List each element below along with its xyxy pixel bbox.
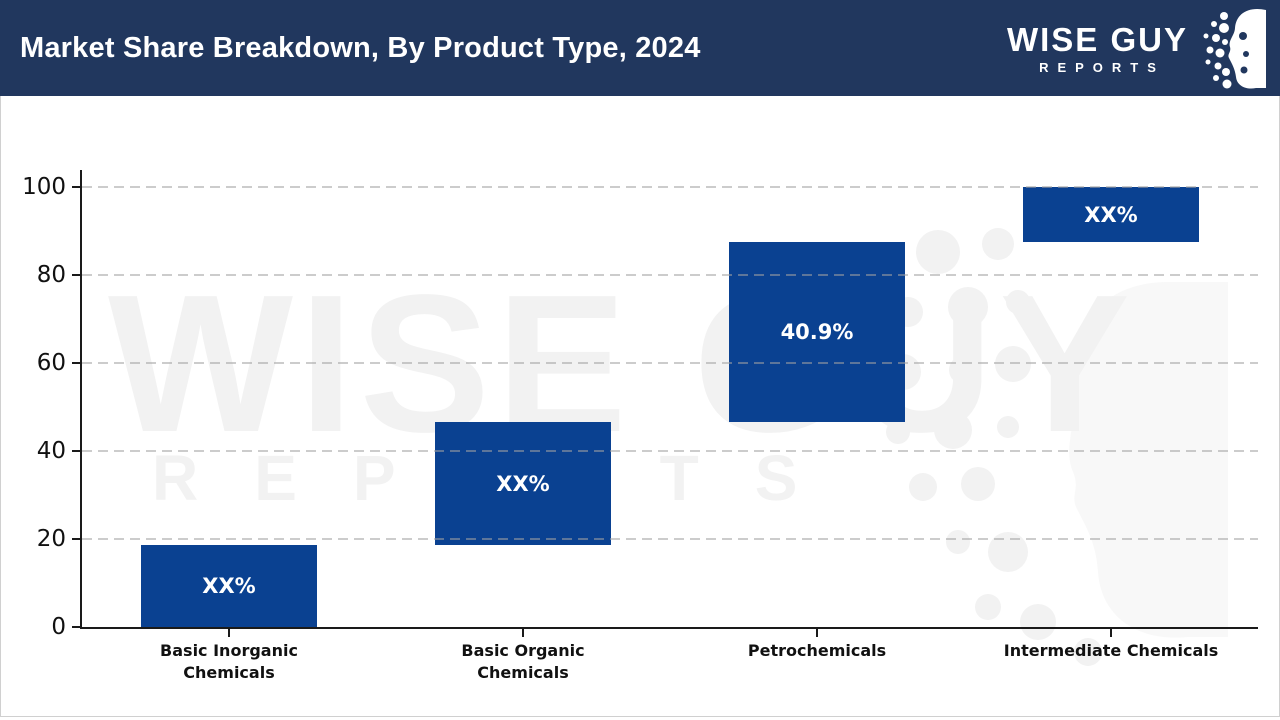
bar-value-label: XX% xyxy=(1084,202,1138,227)
y-tick-mark xyxy=(72,362,81,364)
bar-value-label: XX% xyxy=(202,574,256,599)
y-tick-mark xyxy=(72,186,81,188)
x-category-label: Basic Inorganic Chemicals xyxy=(160,641,298,682)
brand-name: WISE GUY xyxy=(1006,20,1188,58)
x-category-label: Intermediate Chemicals xyxy=(1003,641,1219,660)
x-axis-line xyxy=(80,627,1258,629)
y-tick-label: 100 xyxy=(22,174,66,200)
y-tick-mark xyxy=(72,626,81,628)
gridline-20 xyxy=(82,538,1258,540)
x-tick-mark xyxy=(816,629,818,637)
watermark-head-dots xyxy=(885,228,1228,666)
x-category-label: Basic Organic Chemicals xyxy=(461,641,585,682)
bar-petrochemicals: 40.9% xyxy=(729,242,905,422)
bar-basic-inorganic-chemicals: XX% xyxy=(141,545,317,627)
gridline-40 xyxy=(82,450,1258,452)
y-tick-label: 80 xyxy=(36,262,66,288)
x-tick-mark xyxy=(228,629,230,637)
gridline-60 xyxy=(82,362,1258,364)
y-tick-mark xyxy=(72,538,81,540)
y-tick-label: 60 xyxy=(36,350,66,376)
y-tick-label: 0 xyxy=(51,614,66,640)
brand-subname: REPORTS xyxy=(1039,59,1165,75)
bar-basic-organic-chemicals: XX% xyxy=(435,421,611,546)
y-axis-line xyxy=(80,170,82,629)
y-tick-mark xyxy=(72,450,81,452)
y-tick-mark xyxy=(72,274,81,276)
bar-value-label: XX% xyxy=(496,471,550,496)
brand-logo-text: WISE GUY REPORTS xyxy=(1007,23,1188,74)
x-tick-mark xyxy=(1110,629,1112,637)
x-category-label: Petrochemicals xyxy=(747,641,887,660)
y-tick-label: 20 xyxy=(36,526,66,552)
bar-intermediate-chemicals: XX% xyxy=(1023,187,1199,242)
x-tick-mark xyxy=(522,629,524,637)
gridline-80 xyxy=(82,274,1258,276)
gridline-100 xyxy=(82,186,1258,188)
bar-value-label: 40.9% xyxy=(780,319,854,344)
page-title: Market Share Breakdown, By Product Type,… xyxy=(20,31,701,64)
brand-head-icon xyxy=(1203,8,1266,89)
y-tick-label: 40 xyxy=(36,438,66,464)
header-bar: Market Share Breakdown, By Product Type,… xyxy=(0,0,1280,96)
brand-logo: WISE GUY REPORTS xyxy=(1007,0,1266,96)
